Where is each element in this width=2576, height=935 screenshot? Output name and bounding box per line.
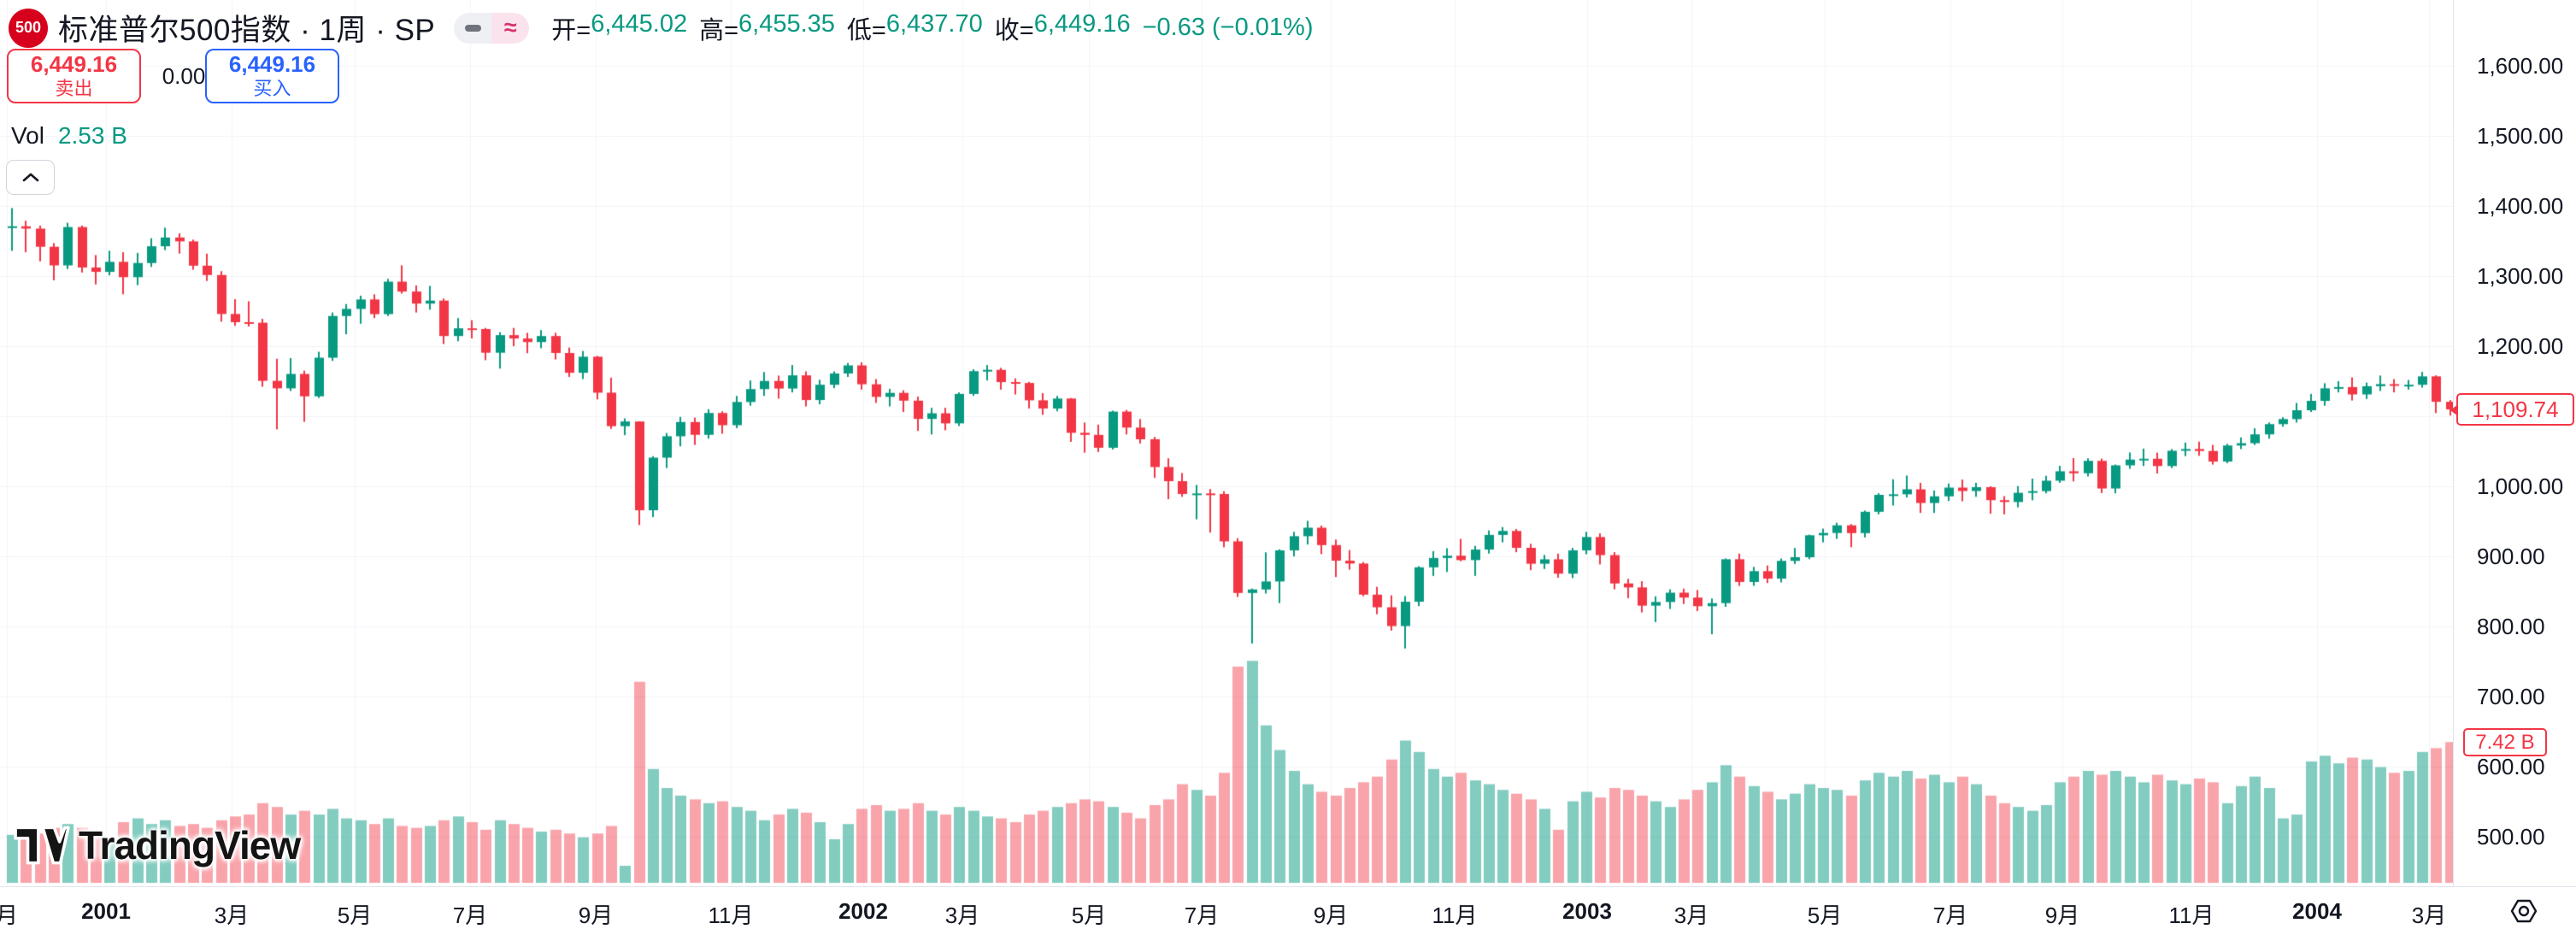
open-value: 6,445.02	[591, 9, 688, 38]
time-axis-label: 9月	[578, 903, 614, 928]
time-axis-label: 5月	[1807, 903, 1843, 928]
high-value: 6,455.35	[738, 9, 835, 38]
volume-axis-label: 7.42 B	[2463, 728, 2547, 757]
open-label: 开=	[551, 16, 591, 44]
high-label: 高=	[699, 16, 739, 44]
time-axis-label: 11月	[1432, 903, 1478, 928]
price-chart-canvas[interactable]	[0, 0, 2453, 886]
time-axis-settings-icon[interactable]	[2508, 895, 2540, 927]
volume-legend-value: 2.53 B	[57, 122, 127, 149]
buy-price: 6,449.16	[228, 51, 316, 78]
chart-legend: 500 标准普尔500指数 · 1周 · SP ≈ 开= 6,445.02 高= 6…	[9, 6, 1314, 50]
symbol-title[interactable]: 标准普尔500指数 · 1周 · SP	[58, 14, 436, 47]
price-axis-label: 1,200.00	[2477, 333, 2564, 359]
buy-label: 买入	[253, 78, 291, 100]
volume-legend: Vol 2.53 B	[11, 122, 127, 150]
time-axis-label: 9月	[1313, 903, 1349, 928]
time-axis-label: 7月	[1932, 903, 1968, 928]
time-axis-label: 2003	[1562, 898, 1612, 924]
collapse-pane-button[interactable]	[6, 160, 55, 195]
sell-button[interactable]: 6,449.16 卖出	[7, 49, 141, 103]
price-axis-label: 800.00	[2477, 614, 2545, 639]
volume-axis-value: 7.42 B	[2475, 730, 2535, 754]
time-axis-label: 3月	[944, 903, 980, 928]
time-axis-label: 5月	[337, 903, 373, 928]
time-axis-label: 11月	[708, 903, 754, 928]
price-axis-label: 900.00	[2477, 544, 2545, 569]
price-axis-label: 1,000.00	[2477, 473, 2564, 499]
sell-label: 卖出	[55, 78, 93, 100]
time-axis-label: 7月	[452, 903, 488, 928]
price-axis-label: 700.00	[2477, 684, 2545, 709]
low-label: 低=	[846, 16, 886, 44]
price-axis-label: 1,300.00	[2477, 263, 2564, 289]
buy-button[interactable]: 6,449.16 买入	[205, 49, 339, 103]
price-axis-label: 1,400.00	[2477, 193, 2564, 219]
tradingview-watermark-text: TradingView	[79, 823, 301, 867]
time-axis-label: 9月	[2044, 903, 2080, 928]
close-label: 收=	[994, 16, 1034, 44]
tradingview-logo-icon	[14, 826, 70, 865]
spread-value: 0.00	[162, 62, 206, 89]
last-price-value: 1,109.74	[2472, 396, 2559, 422]
chart-style-toggle[interactable]: ≈	[454, 12, 530, 44]
trade-panel: 6,449.16 卖出 0.00 6,449.16 买入	[7, 49, 339, 103]
price-axis[interactable]: 1,109.74 7.42 B 1,600.00 1,500.00 1,400.00…	[2450, 0, 2576, 886]
time-axis-label: 3月	[1673, 903, 1709, 928]
time-axis-label: 3月	[214, 903, 250, 928]
price-axis-label: 1,600.00	[2477, 53, 2564, 79]
change-value: −0.63 (−0.01%)	[1142, 14, 1314, 41]
volume-legend-label: Vol	[11, 122, 44, 149]
toggle-dash-icon[interactable]	[454, 12, 492, 44]
price-axis-label: 600.00	[2477, 754, 2545, 779]
sell-price: 6,449.16	[30, 51, 118, 78]
last-price-label: 1,109.74	[2450, 393, 2574, 426]
time-axis-label: 7月	[1184, 903, 1220, 928]
time-axis-label: 3月	[2411, 903, 2447, 928]
time-axis-label: 2001	[81, 898, 131, 924]
time-axis-label: 11月	[2168, 903, 2214, 928]
time-axis-label: 月	[0, 903, 18, 928]
chevron-up-icon	[22, 173, 38, 182]
time-axis-label: 5月	[1071, 903, 1107, 928]
low-value: 6,437.70	[885, 9, 983, 38]
time-axis-label: 2004	[2292, 898, 2342, 924]
symbol-logo[interactable]: 500	[9, 8, 48, 48]
tradingview-watermark[interactable]: TradingView	[14, 822, 301, 868]
time-axis[interactable]: 月 2001 3月 5月 7月 9月 11月 2002 3月 5月 7月 9月 11月 2003 3月 5月 7…	[0, 886, 2576, 935]
last-price-arrow-icon	[2450, 404, 2458, 416]
price-axis-label: 1,500.00	[2477, 123, 2564, 149]
toggle-wave-icon[interactable]: ≈	[491, 12, 530, 44]
close-value: 6,449.16	[1033, 9, 1131, 38]
price-axis-label: 500.00	[2477, 824, 2545, 850]
time-axis-label: 2002	[838, 898, 888, 924]
ohlc-values: 开= 6,445.02 高= 6,455.35 低= 6,437.70 收= 6,449…	[551, 10, 1313, 46]
